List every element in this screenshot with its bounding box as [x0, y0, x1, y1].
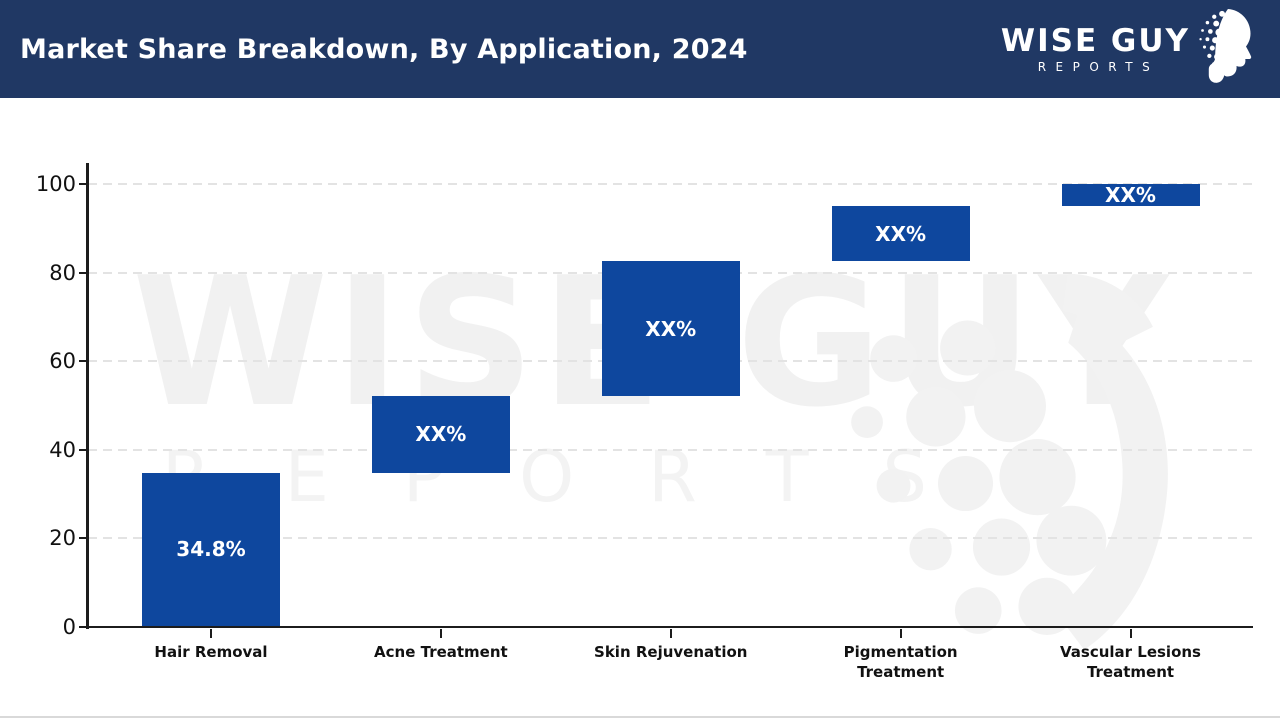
y-tick-mark — [79, 625, 88, 628]
bar-hair-removal: 34.8% — [142, 472, 280, 627]
y-tick-mark — [79, 183, 88, 185]
bar-skin-rejuvenation: XX% — [601, 261, 740, 397]
page-title: Market Share Breakdown, By Application, … — [20, 33, 748, 65]
y-tick-label: 20 — [49, 526, 76, 550]
plot-area: WISE GUY REPORTS 02040608010034.8%XX%XX%… — [0, 98, 1280, 720]
x-axis-line — [86, 625, 1253, 628]
header-bar: Market Share Breakdown, By Application, … — [0, 0, 1280, 98]
y-tick-label: 80 — [49, 260, 76, 285]
y-tick-mark — [79, 448, 88, 451]
logo-text: WISE GUY REPORTS — [1000, 22, 1190, 74]
bar-value-label: 34.8% — [176, 537, 246, 562]
bar-value-label: XX% — [415, 422, 467, 447]
x-category-label: Pigmentation Treatment — [843, 642, 958, 681]
gridline — [88, 183, 1253, 185]
y-axis-line — [86, 163, 89, 629]
y-tick-mark — [79, 360, 88, 362]
bar-value-label: XX% — [1105, 183, 1156, 208]
bar-value-label: XX% — [645, 316, 697, 341]
logo-wordmark: WISE GUY — [1000, 22, 1190, 59]
y-tick-label: 60 — [49, 349, 76, 373]
y-tick-label: 40 — [49, 437, 76, 462]
y-tick-mark — [79, 271, 88, 274]
watermark-head-icon — [851, 273, 1168, 650]
dotted-head-logo-icon — [1199, 8, 1252, 83]
y-tick-label: 100 — [35, 172, 76, 196]
gridline — [88, 537, 1253, 539]
bottom-divider — [0, 716, 1280, 718]
x-tick-mark — [669, 628, 672, 638]
gridline — [88, 448, 1253, 451]
wise-guy-reports-logo: WISE GUY REPORTS — [1001, 7, 1258, 91]
logo-subtitle: REPORTS — [1037, 59, 1160, 74]
x-tick-mark — [1129, 628, 1132, 638]
x-tick-mark — [210, 628, 212, 638]
x-tick-mark — [439, 628, 442, 638]
x-category-label: Hair Removal — [154, 642, 268, 661]
y-tick-label: 0 — [62, 614, 76, 639]
bar-pigmentation-treatment: XX% — [831, 206, 970, 262]
x-tick-mark — [899, 628, 902, 638]
x-category-label: Acne Treatment — [374, 642, 508, 661]
x-category-label: Vascular Lesions Treatment — [1059, 642, 1201, 681]
bar-value-label: XX% — [875, 221, 927, 246]
bar-acne-treatment: XX% — [371, 396, 510, 473]
bar-vascular-lesions-treatment: XX% — [1061, 183, 1200, 208]
y-tick-mark — [79, 537, 88, 539]
x-category-label: Skin Rejuvenation — [594, 642, 748, 661]
watermark-subtitle: REPORTS — [162, 436, 1001, 518]
